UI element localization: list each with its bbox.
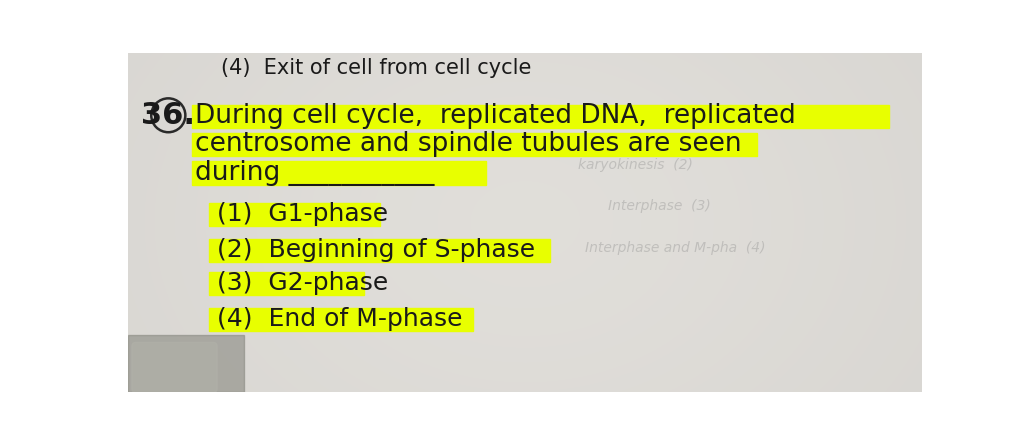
Text: during ___________: during ___________ [195,160,434,186]
FancyBboxPatch shape [209,308,473,331]
Text: (4)  End of M-phase: (4) End of M-phase [217,306,463,331]
Text: (3)  G2-phase: (3) G2-phase [217,271,388,295]
Text: ) bns S ,1D  (1): ) bns S ,1D (1) [632,112,736,126]
FancyBboxPatch shape [191,161,486,185]
FancyBboxPatch shape [209,203,380,226]
Text: (2)  Beginning of S-phase: (2) Beginning of S-phase [217,238,536,262]
FancyBboxPatch shape [209,273,365,295]
Text: Interphase and M-pha  (4): Interphase and M-pha (4) [586,241,766,255]
FancyBboxPatch shape [191,133,758,156]
FancyBboxPatch shape [128,335,245,392]
FancyBboxPatch shape [132,343,217,392]
Text: (4)  Exit of cell from cell cycle: (4) Exit of cell from cell cycle [221,57,531,78]
Text: Interphase  (3): Interphase (3) [608,199,712,213]
Text: During cell cycle,  replicated DNA,  replicated: During cell cycle, replicated DNA, repli… [195,103,796,129]
Text: 36.: 36. [141,101,196,130]
FancyBboxPatch shape [209,239,550,262]
Text: karyokinesis  (2): karyokinesis (2) [578,158,692,172]
Text: centrosome and spindle tubules are seen: centrosome and spindle tubules are seen [195,131,741,157]
Text: (1)  G1-phase: (1) G1-phase [217,202,388,226]
FancyBboxPatch shape [191,105,889,127]
